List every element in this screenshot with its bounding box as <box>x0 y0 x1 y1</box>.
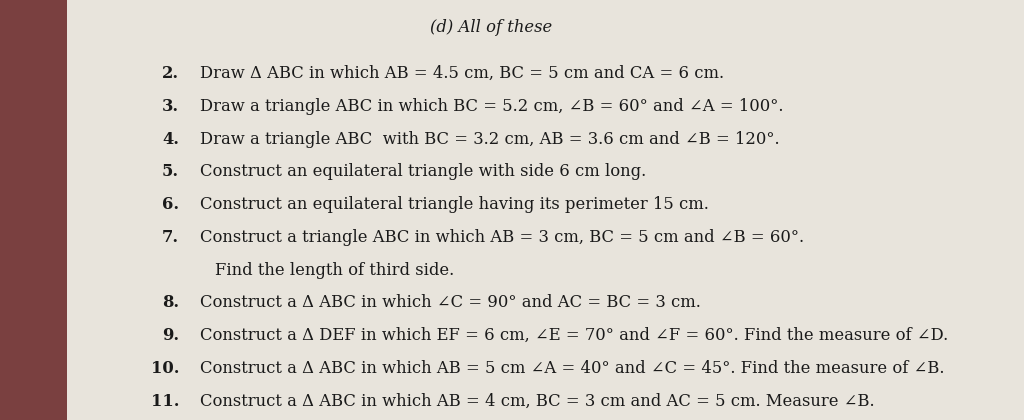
Text: 7.: 7. <box>162 229 179 246</box>
Text: 4.: 4. <box>162 131 179 147</box>
Text: 3.: 3. <box>162 98 179 115</box>
Text: Draw Δ ABC in which AB = 4.5 cm, BC = 5 cm and CA = 6 cm.: Draw Δ ABC in which AB = 4.5 cm, BC = 5 … <box>200 65 724 82</box>
Text: Construct an equilateral triangle having its perimeter 15 cm.: Construct an equilateral triangle having… <box>200 196 709 213</box>
Text: Construct a Δ ABC in which AB = 4 cm, BC = 3 cm and AC = 5 cm. Measure ∠B.: Construct a Δ ABC in which AB = 4 cm, BC… <box>200 393 874 410</box>
Text: 8.: 8. <box>162 294 179 311</box>
Text: Construct a Δ DEF in which EF = 6 cm, ∠E = 70° and ∠F = 60°. Find the measure of: Construct a Δ DEF in which EF = 6 cm, ∠E… <box>200 327 948 344</box>
Text: 6.: 6. <box>162 196 179 213</box>
Text: Draw a triangle ABC  with BC = 3.2 cm, AB = 3.6 cm and ∠B = 120°.: Draw a triangle ABC with BC = 3.2 cm, AB… <box>200 131 779 147</box>
Text: 11.: 11. <box>151 393 179 410</box>
Text: Construct a triangle ABC in which AB = 3 cm, BC = 5 cm and ∠B = 60°.: Construct a triangle ABC in which AB = 3… <box>200 229 804 246</box>
Text: 2.: 2. <box>162 65 179 82</box>
Text: 9.: 9. <box>162 327 179 344</box>
Text: (d) All of these: (d) All of these <box>430 19 552 36</box>
Text: 5.: 5. <box>162 163 179 180</box>
Text: Construct an equilateral triangle with side 6 cm long.: Construct an equilateral triangle with s… <box>200 163 646 180</box>
Text: Find the length of third side.: Find the length of third side. <box>215 262 455 278</box>
Text: Construct a Δ ABC in which AB = 5 cm ∠A = 40° and ∠C = 45°. Find the measure of : Construct a Δ ABC in which AB = 5 cm ∠A … <box>200 360 944 377</box>
Text: 10.: 10. <box>151 360 179 377</box>
Text: Draw a triangle ABC in which BC = 5.2 cm, ∠B = 60° and ∠A = 100°.: Draw a triangle ABC in which BC = 5.2 cm… <box>200 98 783 115</box>
Text: Construct a Δ ABC in which ∠C = 90° and AC = BC = 3 cm.: Construct a Δ ABC in which ∠C = 90° and … <box>200 294 700 311</box>
